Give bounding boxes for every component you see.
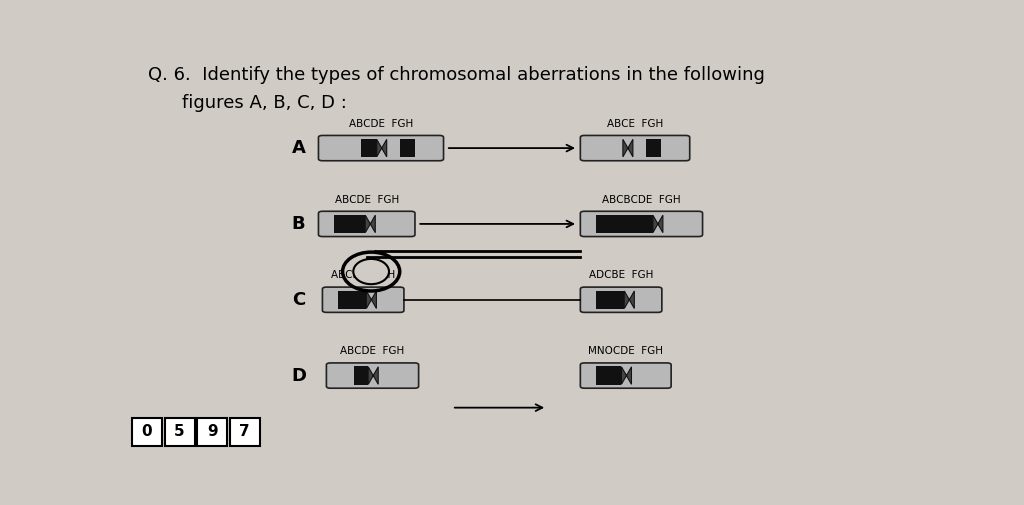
Text: B: B	[292, 215, 305, 233]
Polygon shape	[377, 139, 387, 157]
Text: ADCBE  FGH: ADCBE FGH	[589, 271, 653, 280]
Text: D: D	[291, 367, 306, 385]
Text: 9: 9	[207, 424, 217, 439]
Text: figures A, B, C, D :: figures A, B, C, D :	[182, 93, 347, 112]
Text: A: A	[292, 139, 305, 157]
Text: C: C	[292, 291, 305, 309]
FancyBboxPatch shape	[581, 135, 690, 161]
Text: ABCE  FGH: ABCE FGH	[607, 119, 664, 129]
Polygon shape	[369, 367, 378, 384]
FancyBboxPatch shape	[581, 287, 662, 313]
Text: ABCDE  FGH: ABCDE FGH	[340, 346, 404, 357]
Text: 7: 7	[240, 424, 250, 439]
FancyBboxPatch shape	[581, 211, 702, 236]
Text: Q. 6.  Identify the types of chromosomal aberrations in the following: Q. 6. Identify the types of chromosomal …	[147, 67, 765, 84]
Ellipse shape	[353, 259, 389, 284]
FancyBboxPatch shape	[323, 287, 403, 313]
Bar	[197, 418, 227, 445]
Text: 0: 0	[141, 424, 153, 439]
FancyBboxPatch shape	[327, 363, 419, 388]
Text: ABCDE  FGH: ABCDE FGH	[349, 119, 413, 129]
Bar	[338, 290, 367, 309]
Bar	[354, 367, 369, 385]
Bar	[361, 139, 377, 157]
Polygon shape	[623, 139, 633, 157]
Bar	[165, 418, 195, 445]
Bar	[646, 139, 662, 157]
Polygon shape	[367, 291, 377, 309]
Polygon shape	[653, 215, 663, 233]
Text: ABCBCDE  FGH: ABCBCDE FGH	[602, 194, 681, 205]
Bar	[596, 215, 653, 233]
Text: MNOCDE  FGH: MNOCDE FGH	[588, 346, 664, 357]
FancyBboxPatch shape	[318, 211, 415, 236]
Text: 5: 5	[174, 424, 185, 439]
FancyBboxPatch shape	[318, 135, 443, 161]
FancyBboxPatch shape	[581, 363, 671, 388]
Bar	[399, 139, 416, 157]
Polygon shape	[622, 367, 632, 384]
Text: ABCDE  FGH: ABCDE FGH	[335, 194, 398, 205]
Bar	[334, 215, 366, 233]
Bar	[132, 418, 162, 445]
Bar	[596, 290, 625, 309]
Text: ABCDE  FGH: ABCDE FGH	[331, 271, 395, 280]
Polygon shape	[366, 215, 375, 233]
Bar	[596, 367, 622, 385]
Polygon shape	[625, 291, 634, 309]
Bar	[229, 418, 260, 445]
